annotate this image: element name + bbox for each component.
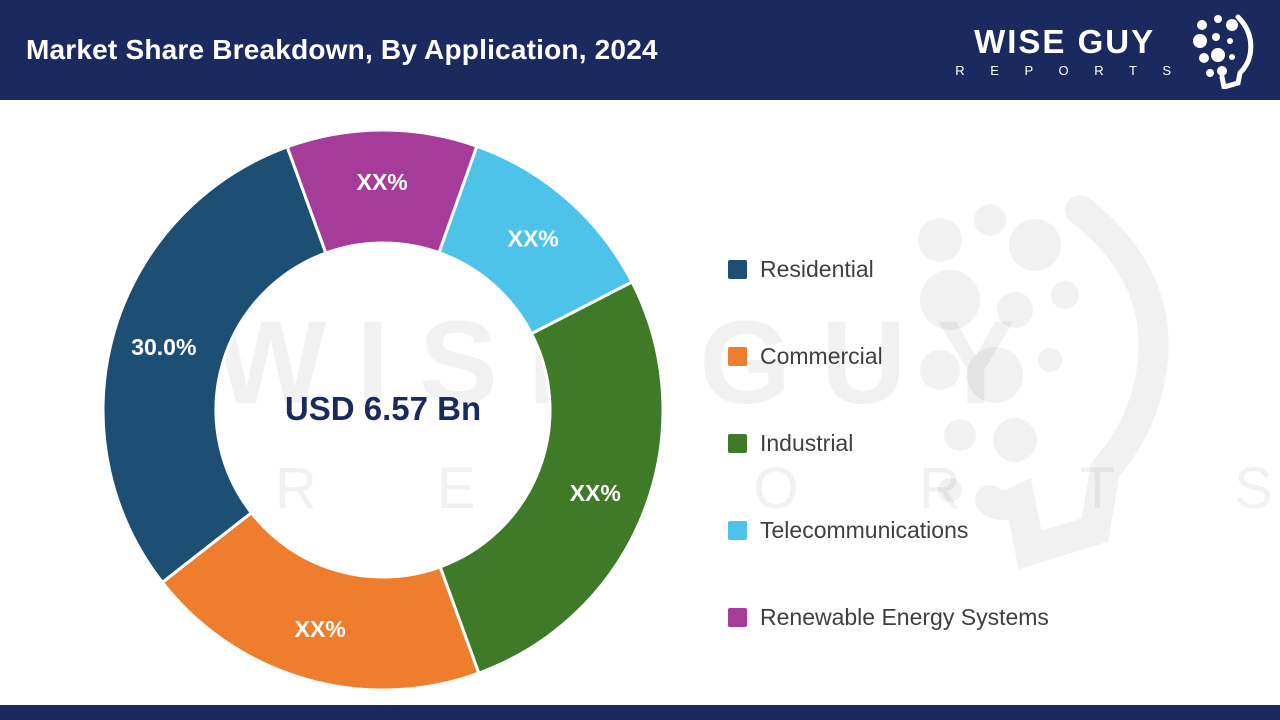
legend-swatch-industrial [728,434,747,453]
donut-center-value: USD 6.57 Bn [285,390,481,427]
legend-swatch-commercial [728,347,747,366]
segment-label-commercial: XX% [295,616,346,642]
donut-segment-industrial [438,279,665,676]
logo-wordmark: WISE GUY [974,22,1156,60]
footer-bar [0,705,1280,720]
legend-label-industrial: Industrial [760,430,854,456]
legend-item-residential: Residential [728,256,1049,283]
header-bar: Market Share Breakdown, By Application, … [0,0,1280,100]
wiseguy-logo: WISE GUY R E P O R T S [947,11,1254,89]
legend-item-renewable-energy-systems: Renewable Energy Systems [728,604,1049,631]
legend-swatch-residential [728,260,747,279]
logo-subtitle: R E P O R T S [955,62,1182,78]
legend-item-telecommunications: Telecommunications [728,517,1049,544]
legend-swatch-renewable-energy-systems [728,608,747,627]
legend-item-commercial: Commercial [728,343,1049,370]
segment-label-telecommunications: XX% [508,225,559,251]
legend-label-residential: Residential [760,256,874,282]
donut-chart: USD 6.57 Bn 30.0% XX% XX% XX% XX% [101,128,665,692]
page-title: Market Share Breakdown, By Application, … [26,34,658,65]
wiseguy-logo-text: WISE GUY R E P O R T S [947,23,1182,78]
segment-label-industrial: XX% [570,480,621,506]
legend-label-commercial: Commercial [760,343,883,369]
legend-swatch-telecommunications [728,521,747,540]
legend-label-renewable-energy-systems: Renewable Energy Systems [760,604,1049,630]
chart-legend: Residential Commercial Industrial Telecommu… [728,256,1049,631]
donut-segment-residential [101,144,328,585]
legend-item-industrial: Industrial [728,430,1049,457]
wiseguy-logo-head-icon [1193,14,1254,89]
donut-segment-commercial [160,510,481,692]
legend-label-telecommunications: Telecommunications [760,517,969,543]
segment-label-renewable-energy-systems: XX% [357,169,408,195]
segment-label-residential: 30.0% [131,334,196,360]
